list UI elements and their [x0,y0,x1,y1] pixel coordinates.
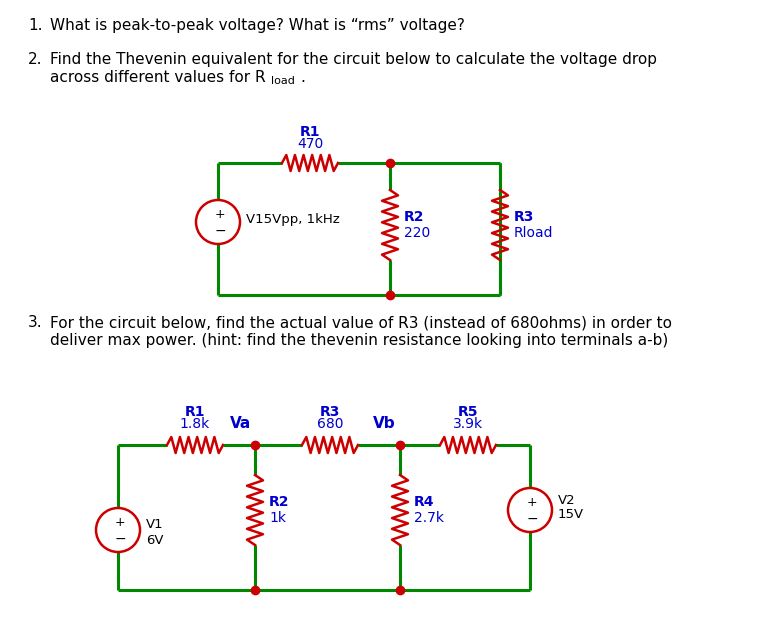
Text: across different values for R: across different values for R [50,70,266,85]
Text: R3: R3 [514,210,534,224]
Text: load: load [271,76,295,86]
Text: V2: V2 [558,494,576,506]
Text: 1.8k: 1.8k [180,417,210,431]
Text: R2: R2 [269,495,290,509]
Text: Rload: Rload [514,226,554,240]
Text: V1: V1 [146,518,163,532]
Text: What is peak-to-peak voltage? What is “rms” voltage?: What is peak-to-peak voltage? What is “r… [50,18,465,33]
Text: −: − [114,532,126,546]
Text: R1: R1 [185,405,206,419]
Text: 220: 220 [404,226,430,240]
Text: −: − [214,224,226,238]
Text: 2.7k: 2.7k [414,511,444,525]
Text: 680: 680 [316,417,343,431]
Text: For the circuit below, find the actual value of R3 (instead of 680ohms) in order: For the circuit below, find the actual v… [50,315,672,330]
Text: 15V: 15V [558,508,584,522]
Text: Find the Thevenin equivalent for the circuit below to calculate the voltage drop: Find the Thevenin equivalent for the cir… [50,52,657,67]
Text: R1: R1 [300,125,320,139]
Text: Vb: Vb [373,416,396,431]
Text: 3.9k: 3.9k [453,417,483,431]
Text: 2.: 2. [28,52,42,67]
Text: Va: Va [229,416,251,431]
Text: +: + [215,208,226,220]
Text: R3: R3 [320,405,340,419]
Text: deliver max power. (hint: find the thevenin resistance looking into terminals a-: deliver max power. (hint: find the theve… [50,333,668,348]
Text: 6V: 6V [146,534,163,546]
Text: 1k: 1k [269,511,286,525]
Text: R4: R4 [414,495,434,509]
Text: 3.: 3. [28,315,42,330]
Text: −: − [526,512,537,526]
Text: +: + [527,496,537,508]
Text: .: . [300,70,305,85]
Text: +: + [115,515,126,529]
Text: 1.: 1. [28,18,42,33]
Text: R5: R5 [457,405,478,419]
Text: V15Vpp, 1kHz: V15Vpp, 1kHz [246,213,340,225]
Text: R2: R2 [404,210,424,224]
Text: 470: 470 [297,137,323,151]
